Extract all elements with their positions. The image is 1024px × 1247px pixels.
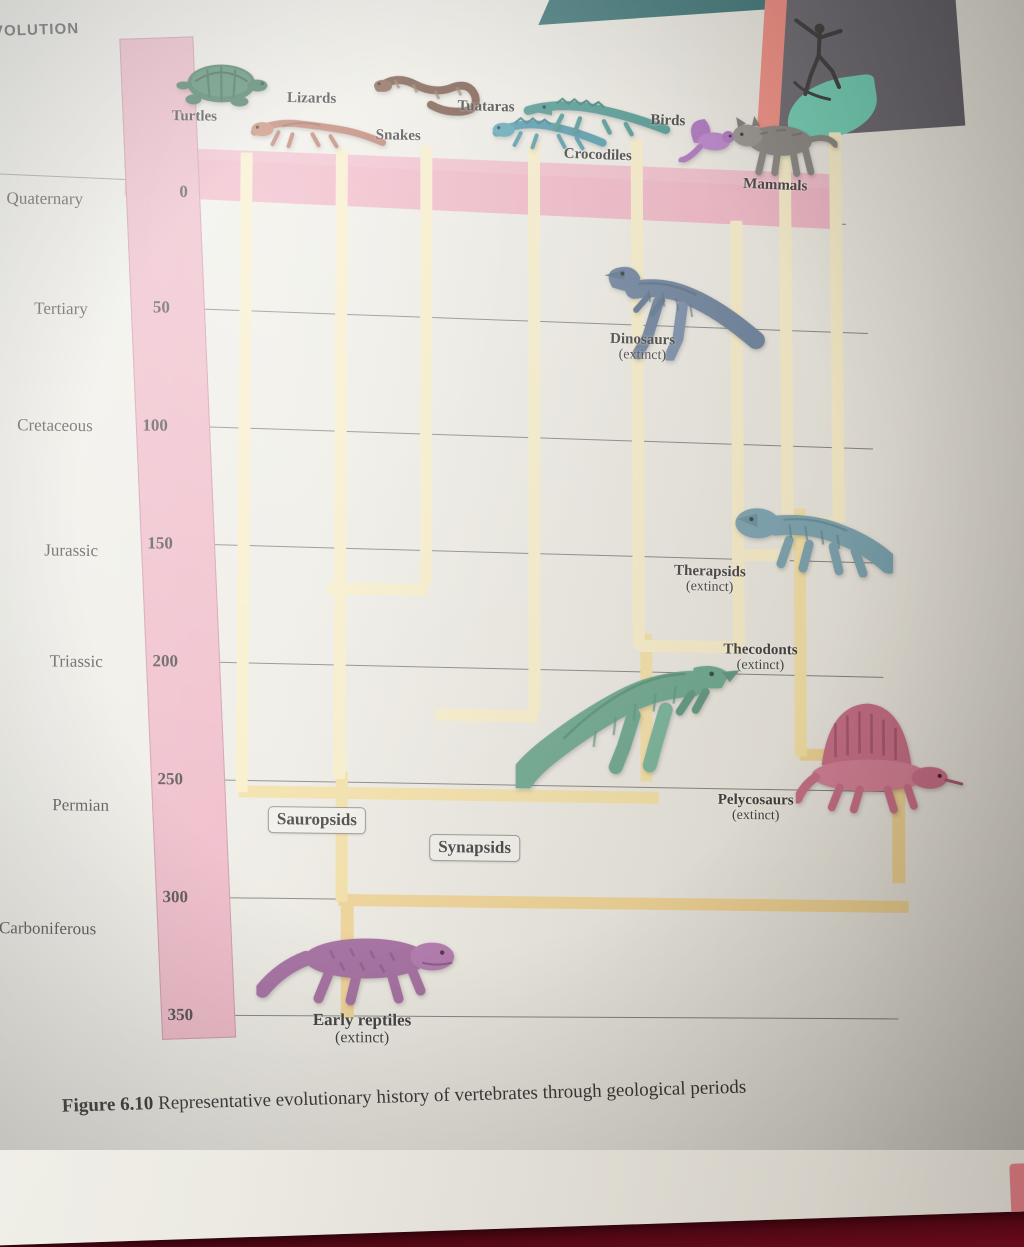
tick-label-100: 100 — [142, 415, 168, 435]
taxon-name-tuataras: Tuataras — [457, 97, 515, 116]
lizard-art — [248, 112, 388, 150]
lineage-carboniferous-split — [338, 894, 909, 913]
taxon-label-pelycosaurs: Pelycosaurs (extinct) — [718, 792, 794, 824]
lineage-crocodiles — [630, 139, 645, 649]
lineage-mammals — [828, 132, 845, 523]
therapsid-art — [723, 497, 894, 578]
taxon-name-lizards: Lizards — [286, 90, 337, 107]
gridline-100 — [172, 425, 874, 450]
figure-number: Figure 6.10 — [61, 1093, 154, 1117]
clade-box-sauropsids: Sauropsids — [267, 806, 366, 835]
dinosaur-art — [578, 249, 769, 363]
taxon-label-crocodiles: Crocodiles — [563, 145, 633, 165]
taxon-status-pelycosaurs: (extinct) — [731, 808, 780, 824]
tick-label-150: 150 — [147, 533, 173, 553]
period-label-triassic: Triassic — [49, 651, 103, 671]
tuatara-art — [488, 111, 608, 153]
pelycosaur-art — [795, 693, 986, 814]
taxon-label-turtles: Turtles — [172, 108, 217, 125]
taxon-status-dinosaurs: (extinct) — [618, 347, 667, 364]
period-label-carboniferous: Carboniferous — [0, 918, 97, 939]
taxon-label-dinosaurs: Dinosaurs (extinct) — [610, 331, 675, 364]
page-number-tab: 123 — [1009, 1160, 1024, 1228]
taxon-label-tuataras: Tuataras — [457, 98, 514, 116]
turtle-art — [173, 57, 269, 111]
gridline-350 — [198, 1014, 899, 1020]
taxon-name-pelycosaurs: Pelycosaurs — [717, 791, 794, 809]
tick-label-50: 50 — [152, 297, 170, 317]
taxon-label-birds: Birds — [650, 112, 686, 130]
taxon-label-early-reptiles: Early reptiles (extinct) — [312, 1010, 412, 1047]
taxon-status-thecodonts: (extinct) — [736, 657, 785, 674]
taxon-label-lizards: Lizards — [287, 90, 336, 107]
lineage-snake-connector — [327, 582, 429, 597]
taxon-label-therapsids: Therapsids (extinct) — [674, 563, 746, 596]
tick-label-250: 250 — [157, 769, 184, 789]
period-label-jurassic: Jurassic — [44, 540, 99, 561]
tick-label-0: 0 — [179, 181, 188, 201]
lineage-turtles — [235, 152, 253, 793]
period-label-permian: Permian — [52, 795, 110, 815]
tick-label-350: 350 — [167, 1004, 194, 1025]
taxon-status-therapsids: (extinct) — [685, 579, 734, 596]
crocodile-art — [521, 92, 672, 139]
taxon-name-early-reptiles: Early reptiles — [312, 1010, 412, 1030]
period-label-cretaceous: Cretaceous — [17, 415, 93, 436]
taxon-name-dinosaurs: Dinosaurs — [609, 330, 676, 349]
taxon-label-snakes: Snakes — [376, 127, 421, 144]
taxon-label-thecodonts: Thecodonts (extinct) — [723, 641, 797, 673]
tick-label-200: 200 — [152, 651, 178, 671]
taxon-name-birds: Birds — [650, 111, 686, 130]
taxon-name-mammals: Mammals — [742, 175, 808, 195]
taxon-name-turtles: Turtles — [171, 108, 218, 125]
tick-label-300: 300 — [162, 887, 189, 907]
early-reptile-art — [255, 928, 457, 1008]
snake-art — [371, 70, 482, 120]
taxon-name-crocodiles: Crocodiles — [563, 145, 633, 165]
lineage-snakes — [419, 146, 433, 587]
taxon-label-mammals: Mammals — [743, 176, 808, 195]
taxon-name-therapsids: Therapsids — [673, 562, 746, 581]
mammal-art — [729, 113, 839, 179]
clade-box-synapsids: Synapsids — [429, 833, 521, 863]
taxon-status-early-reptiles: (extinct) — [334, 1029, 390, 1047]
taxon-name-thecodonts: Thecodonts — [723, 641, 798, 659]
thecodont-art — [515, 638, 746, 791]
taxon-name-snakes: Snakes — [375, 127, 421, 145]
runner-figure-icon — [786, 15, 850, 103]
lineage-lizards — [333, 149, 348, 779]
lineage-tuataras — [527, 142, 541, 713]
period-label-tertiary: Tertiary — [34, 298, 88, 319]
period-label-quaternary: Quaternary — [6, 188, 84, 209]
